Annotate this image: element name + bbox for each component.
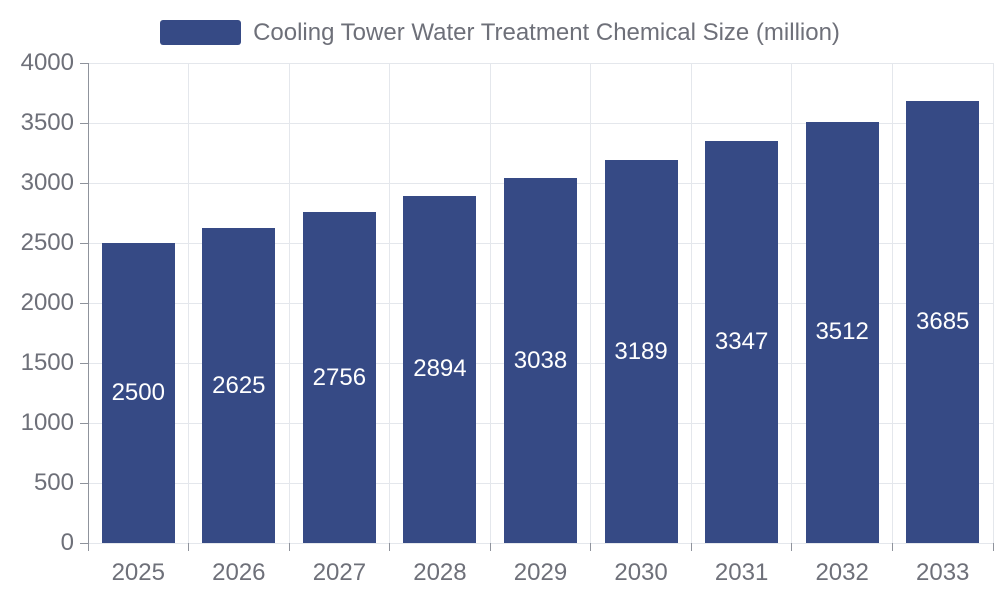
gridline-vertical [891, 63, 893, 543]
x-axis-tick [891, 543, 893, 551]
y-axis-label: 2500 [20, 229, 74, 256]
y-axis-tick [80, 422, 88, 424]
y-axis-tick [80, 182, 88, 184]
gridline-vertical [992, 63, 994, 543]
y-axis-label: 3500 [20, 109, 74, 136]
gridline-vertical [188, 63, 190, 543]
bar-2033[interactable] [906, 100, 980, 543]
y-axis-tick [80, 122, 88, 124]
bar-2031[interactable] [705, 141, 779, 543]
x-axis-label: 2029 [513, 559, 568, 586]
bar-2032[interactable] [805, 121, 879, 543]
bar-2028[interactable] [403, 195, 477, 543]
x-axis-label: 2028 [413, 559, 467, 586]
bar-2027[interactable] [302, 212, 376, 543]
legend-swatch [160, 20, 242, 45]
y-axis-tick [80, 62, 88, 64]
x-axis-tick [489, 543, 491, 551]
x-axis-label: 2031 [714, 559, 769, 586]
gridline-horizontal [88, 542, 993, 544]
y-axis-tick [80, 302, 88, 304]
y-axis-label: 4000 [20, 49, 74, 76]
x-axis-label: 2033 [916, 559, 970, 586]
y-axis-tick [80, 362, 88, 364]
gridline-vertical [389, 63, 391, 543]
x-axis-tick [288, 543, 290, 551]
gridline-horizontal [88, 62, 993, 64]
y-axis-tick [80, 482, 88, 484]
y-axis-tick [80, 242, 88, 244]
y-axis-label: 3000 [20, 169, 74, 196]
legend-item[interactable]: Cooling Tower Water Treatment Chemical S… [0, 17, 1000, 48]
bar-2025[interactable] [101, 243, 175, 543]
x-axis-tick [590, 543, 592, 551]
y-axis-label: 2000 [20, 289, 74, 316]
x-axis-label: 2030 [614, 559, 668, 586]
x-axis-label: 2027 [312, 559, 367, 586]
y-axis-label: 500 [33, 469, 74, 496]
gridline-vertical [590, 63, 592, 543]
gridline-horizontal [88, 122, 993, 124]
gridline-vertical [690, 63, 692, 543]
y-axis-line [87, 63, 89, 543]
bar-2030[interactable] [604, 160, 678, 543]
gridline-vertical [288, 63, 290, 543]
y-axis-label: 1500 [20, 349, 74, 376]
y-axis-label: 1000 [20, 409, 74, 436]
bar-2029[interactable] [504, 178, 577, 543]
x-axis-label: 2025 [111, 559, 165, 586]
x-axis-tick [389, 543, 391, 551]
gridline-vertical [791, 63, 793, 543]
x-axis-label: 2026 [212, 559, 266, 586]
gridline-vertical [489, 63, 491, 543]
y-axis-tick [80, 542, 88, 544]
bar-2026[interactable] [202, 228, 276, 543]
x-axis-tick [690, 543, 692, 551]
x-axis-label: 2032 [815, 559, 869, 586]
x-axis-tick [992, 543, 994, 551]
x-axis-tick [188, 543, 190, 551]
y-axis-label: 0 [60, 529, 74, 556]
x-axis-tick [87, 543, 89, 551]
x-axis-tick [791, 543, 793, 551]
legend-label: Cooling Tower Water Treatment Chemical S… [253, 19, 840, 46]
